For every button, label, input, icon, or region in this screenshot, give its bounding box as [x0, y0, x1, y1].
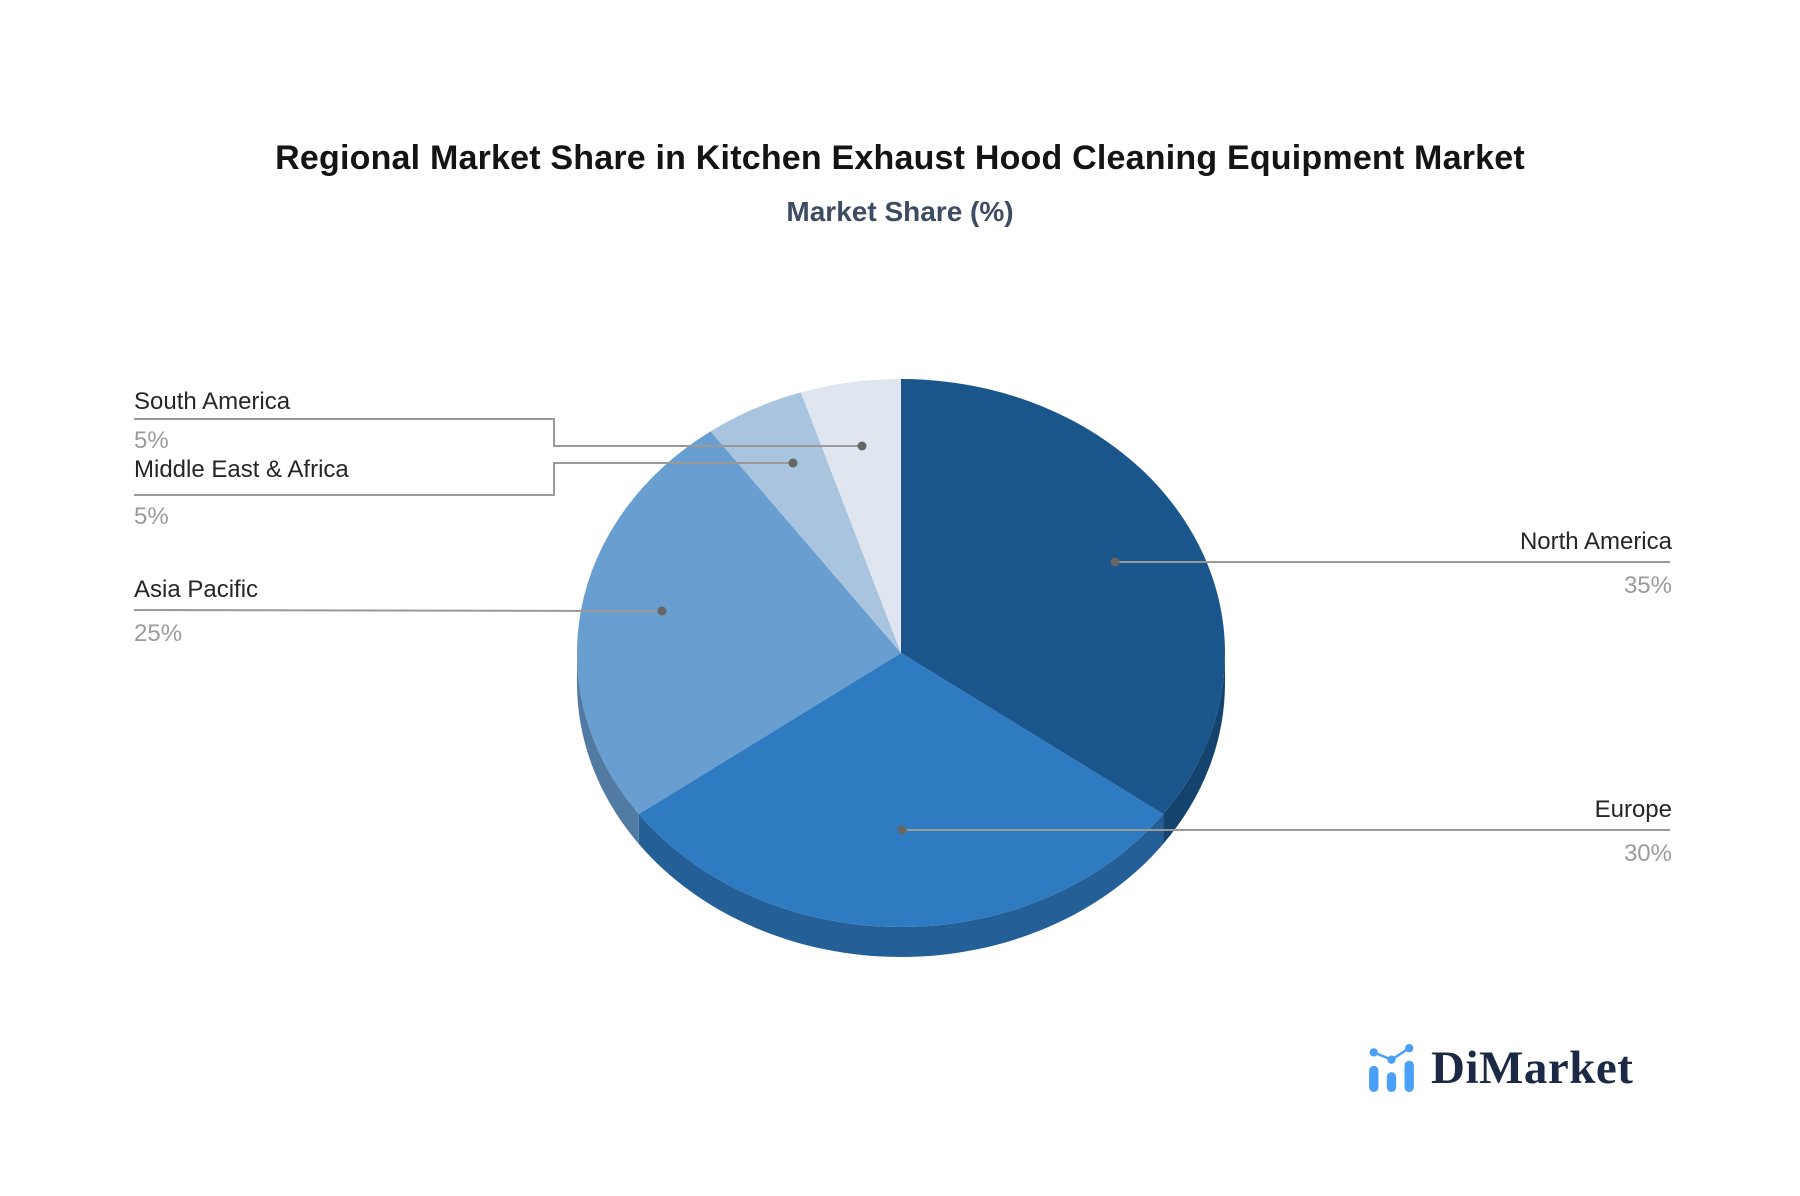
pie-slice-europe[interactable]	[638, 653, 1164, 927]
pie-slice-south-america[interactable]	[800, 379, 901, 653]
label-asia-pacific: Asia Pacific	[134, 576, 259, 603]
brand-name: DiMarket	[1431, 1042, 1634, 1094]
brand-logo-icon	[1369, 1044, 1414, 1092]
leader-dot-europe	[897, 825, 907, 835]
leader-dot-north-america	[1110, 557, 1120, 567]
leader-line-asia-pacific	[133, 609, 662, 612]
chart-title: Regional Market Share in Kitchen Exhaust…	[275, 139, 1525, 177]
value-asia-pacific: 25%	[134, 620, 183, 647]
label-south-america: South America	[134, 388, 291, 415]
value-north-america: 35%	[1623, 572, 1672, 599]
pie-slice-side-asia-pacific	[577, 653, 639, 845]
leader-line-middle-east-africa	[134, 462, 793, 496]
leader-dot-middle-east-africa	[788, 458, 798, 468]
label-north-america: North America	[1519, 528, 1672, 555]
pie-slice-north-america[interactable]	[901, 379, 1225, 815]
label-middle-east-africa: Middle East & Africa	[134, 456, 349, 483]
brand-logo: DiMarket	[1367, 1042, 1633, 1094]
pie-slice-side-north-america	[1163, 653, 1225, 845]
value-middle-east-africa: 5%	[134, 503, 169, 530]
leader-dot-south-america	[857, 441, 867, 451]
label-europe: Europe	[1594, 796, 1672, 823]
pie-slice-side-europe	[638, 814, 1164, 957]
leader-dot-asia-pacific	[657, 606, 667, 616]
pie-slice-asia-pacific[interactable]	[577, 431, 901, 815]
value-europe: 30%	[1623, 840, 1672, 867]
chart-subtitle: Market Share (%)	[786, 196, 1014, 227]
value-south-america: 5%	[134, 427, 169, 454]
leader-line-south-america	[134, 418, 862, 447]
pie-slice-middle-east-africa[interactable]	[710, 392, 901, 653]
